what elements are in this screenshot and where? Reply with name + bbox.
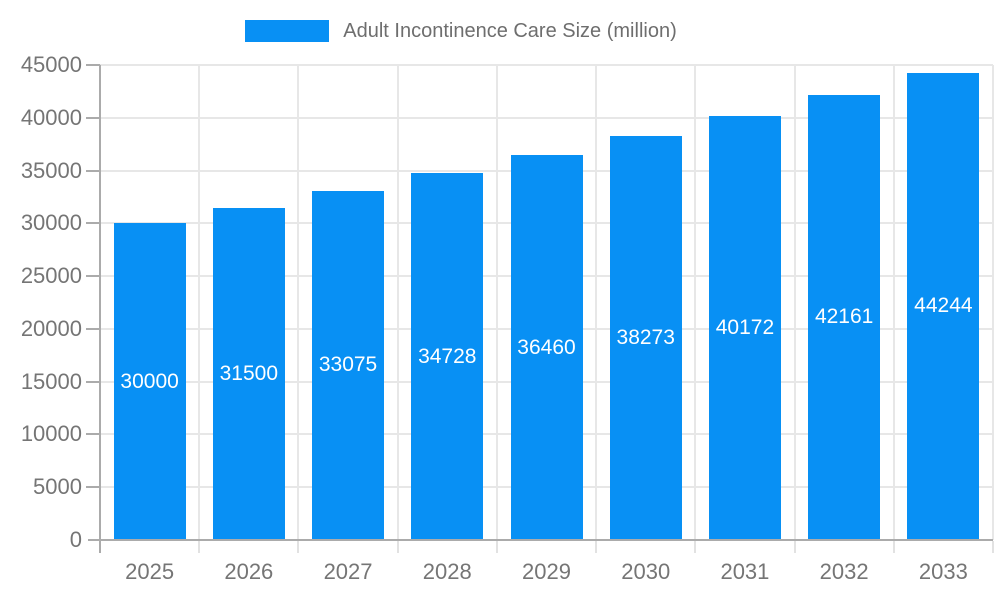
y-axis-label: 20000 [20, 315, 82, 341]
gridline-v [694, 65, 697, 540]
gridline-v [793, 65, 796, 540]
gridline-v [396, 65, 399, 540]
y-tick [86, 64, 100, 66]
x-axis-label: 2032 [819, 559, 869, 584]
bar [411, 173, 484, 540]
y-axis-label: 30000 [20, 210, 82, 236]
gridline-h [100, 64, 993, 66]
x-axis-label: 2030 [621, 559, 671, 584]
bar [808, 94, 881, 540]
gridline-v [595, 65, 598, 540]
gridline-v [992, 65, 994, 540]
x-tick [793, 541, 796, 553]
y-axis-label: 10000 [20, 421, 82, 447]
chart-legend: Adult Incontinence Care Size (million) [0, 14, 1000, 48]
y-tick [86, 380, 100, 383]
x-tick [396, 541, 399, 553]
gridline-v [495, 65, 498, 540]
x-axis-label: 2029 [522, 559, 571, 584]
x-tick [892, 541, 895, 553]
bar [708, 115, 781, 540]
y-tick [86, 116, 100, 119]
y-axis-label: 45000 [20, 52, 82, 77]
y-axis-label: 0 [69, 527, 82, 552]
x-tick [992, 541, 994, 553]
bar-value-label: 38273 [616, 326, 675, 349]
bar-value-label: 44244 [914, 294, 973, 318]
x-axis-label: 2033 [918, 559, 968, 584]
y-tick [86, 169, 100, 172]
y-tick [86, 486, 100, 489]
y-axis-label: 25000 [20, 263, 82, 289]
bar-value-label: 33075 [318, 353, 378, 377]
x-axis-label: 2027 [323, 559, 373, 584]
bar-value-label: 42161 [814, 305, 874, 329]
x-tick [297, 541, 300, 553]
bar [212, 207, 285, 540]
x-tick [595, 541, 598, 553]
bar-value-label: 31500 [219, 361, 279, 385]
y-axis-label: 40000 [20, 104, 82, 130]
x-axis-label: 2031 [720, 559, 770, 584]
bar-value-label: 34728 [418, 344, 477, 368]
gridline-h [100, 116, 993, 119]
y-axis-line [99, 65, 101, 553]
y-tick [86, 275, 100, 278]
y-axis-label: 5000 [33, 474, 82, 500]
bar [312, 190, 385, 540]
x-axis-line [88, 539, 993, 541]
gridline-v [892, 65, 895, 540]
bar [113, 223, 186, 540]
x-axis-label: 2026 [224, 559, 274, 584]
x-tick [198, 541, 201, 553]
bar-value-label: 36460 [517, 335, 576, 359]
x-axis-label: 2028 [422, 559, 472, 584]
bar [510, 155, 583, 540]
x-axis-label: 2025 [125, 559, 175, 584]
y-tick [86, 222, 100, 225]
x-tick [694, 541, 697, 553]
y-tick [86, 433, 100, 436]
legend-label: Adult Incontinence Care Size (million) [343, 19, 677, 42]
y-tick [86, 327, 100, 330]
y-axis-label: 35000 [20, 157, 82, 183]
legend-swatch [245, 20, 330, 42]
bar-value-label: 30000 [120, 369, 179, 393]
bar [907, 72, 980, 540]
bar-value-label: 40172 [715, 315, 775, 339]
gridline-v [297, 65, 300, 540]
y-axis-label: 15000 [20, 368, 82, 394]
x-tick [495, 541, 498, 553]
gridline-v [198, 65, 201, 540]
bar [609, 136, 682, 540]
